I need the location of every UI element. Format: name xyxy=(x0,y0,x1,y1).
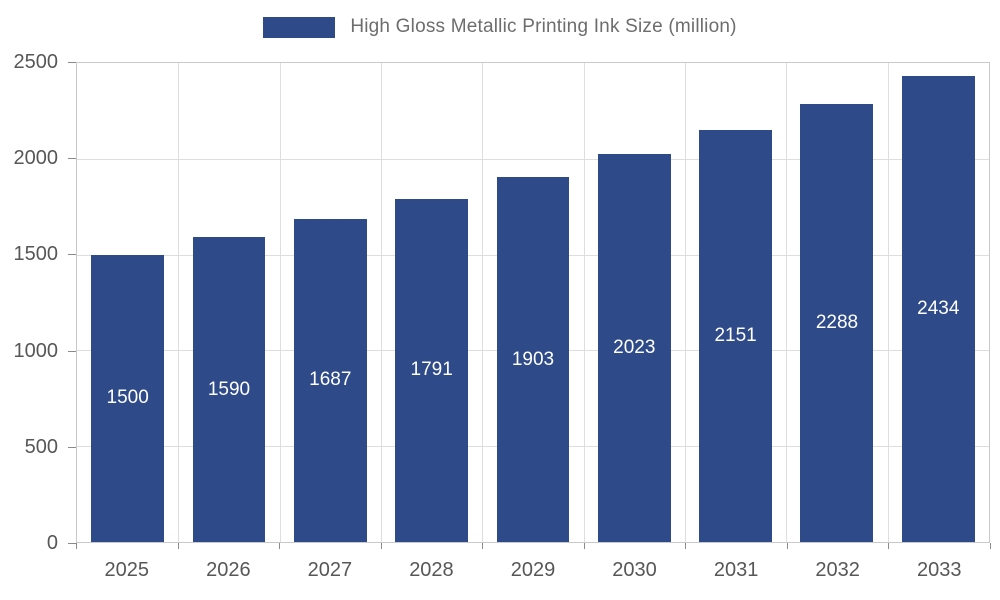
chart-title: High Gloss Metallic Printing Ink Size (m… xyxy=(350,16,737,37)
bar[interactable]: 2288 xyxy=(800,103,874,542)
x-axis-tick-mark xyxy=(279,543,281,549)
legend[interactable]: High Gloss Metallic Printing Ink Size (m… xyxy=(0,16,1000,38)
bar-slot: 1687 xyxy=(280,63,381,542)
x-axis-tick-mark xyxy=(380,543,382,549)
bar[interactable]: 2434 xyxy=(901,75,975,542)
x-axis-tick-label: 2033 xyxy=(916,559,962,581)
legend-swatch xyxy=(263,16,336,38)
bar-value-label: 2288 xyxy=(815,311,859,333)
bar-value-label: 1903 xyxy=(511,348,555,370)
bar-slot: 1500 xyxy=(77,63,178,542)
bar[interactable]: 1687 xyxy=(293,218,367,542)
bar-value-label: 1791 xyxy=(410,359,453,381)
x-axis-tick-label: 2031 xyxy=(713,559,759,581)
bar-value-label: 2151 xyxy=(714,324,757,346)
x-axis-tick-mark xyxy=(685,543,687,549)
y-axis-tick-mark xyxy=(68,446,76,448)
x-axis-tick-mark xyxy=(888,543,890,549)
y-axis-tick-label: 0 xyxy=(46,532,58,554)
bar[interactable]: 1903 xyxy=(496,177,570,542)
gridline-vertical xyxy=(583,63,585,542)
bar-value-label: 1500 xyxy=(106,387,149,409)
bar[interactable]: 1500 xyxy=(91,254,165,542)
y-axis-tick-label: 500 xyxy=(24,435,58,458)
gridline-vertical xyxy=(279,63,281,542)
bar[interactable]: 2023 xyxy=(597,154,671,542)
bar-slot: 1903 xyxy=(482,63,583,542)
x-axis-tick-mark xyxy=(786,543,788,549)
x-axis-tick-label: 2030 xyxy=(612,559,657,581)
y-axis-tick-mark xyxy=(68,254,76,256)
gridline-vertical xyxy=(482,63,484,542)
bar-slot: 2023 xyxy=(584,63,685,542)
bar-slot: 2151 xyxy=(685,63,786,542)
bar-value-label: 2434 xyxy=(917,297,960,319)
gridline-vertical xyxy=(684,63,686,542)
gridline-vertical xyxy=(786,63,788,542)
y-axis-tick-mark xyxy=(68,543,76,544)
gridline-vertical xyxy=(178,63,180,542)
x-axis-tick-label: 2026 xyxy=(206,559,251,581)
x-axis-tick-label: 2032 xyxy=(815,559,860,581)
x-axis-tick-mark xyxy=(583,543,585,549)
bar-slot: 2288 xyxy=(786,63,887,542)
x-axis-tick-mark xyxy=(990,543,991,549)
bar-value-label: 1687 xyxy=(309,369,352,391)
gridline-vertical xyxy=(380,63,382,542)
y-axis-tick-label: 1000 xyxy=(13,339,59,362)
x-axis-tick-mark xyxy=(177,543,179,549)
x-axis-tick-mark xyxy=(76,543,77,549)
x-axis-tick-label: 2028 xyxy=(409,559,454,581)
bar-slot: 1590 xyxy=(178,63,279,542)
y-axis-tick-label: 1500 xyxy=(13,243,59,266)
plot-area: 1500 1590 1687 1791 1903 2023 2151 2288 2434 xyxy=(76,62,990,543)
y-axis-tick-label: 2500 xyxy=(13,51,59,73)
bar-value-label: 2023 xyxy=(613,337,656,359)
x-axis-tick-label: 2025 xyxy=(104,559,150,581)
x-axis-tick-mark xyxy=(482,543,484,549)
bar-slot: 2434 xyxy=(888,63,989,542)
bar[interactable]: 1791 xyxy=(395,198,469,542)
gridline-vertical xyxy=(887,63,889,542)
y-axis-tick-label: 2000 xyxy=(13,147,59,170)
y-axis-tick-mark xyxy=(68,158,76,160)
y-axis-tick-mark xyxy=(68,350,76,352)
bar-value-label: 1590 xyxy=(207,378,251,400)
bars-layer: 1500 1590 1687 1791 1903 2023 2151 2288 2434 xyxy=(77,63,989,542)
x-axis-tick-label: 2027 xyxy=(307,559,353,581)
bar[interactable]: 2151 xyxy=(699,129,773,542)
gridline-horizontal xyxy=(77,158,989,160)
y-axis-tick-mark xyxy=(68,62,76,63)
bar[interactable]: 1590 xyxy=(192,237,266,542)
x-axis-tick-label: 2029 xyxy=(510,559,556,581)
bar-slot: 1791 xyxy=(381,63,482,542)
